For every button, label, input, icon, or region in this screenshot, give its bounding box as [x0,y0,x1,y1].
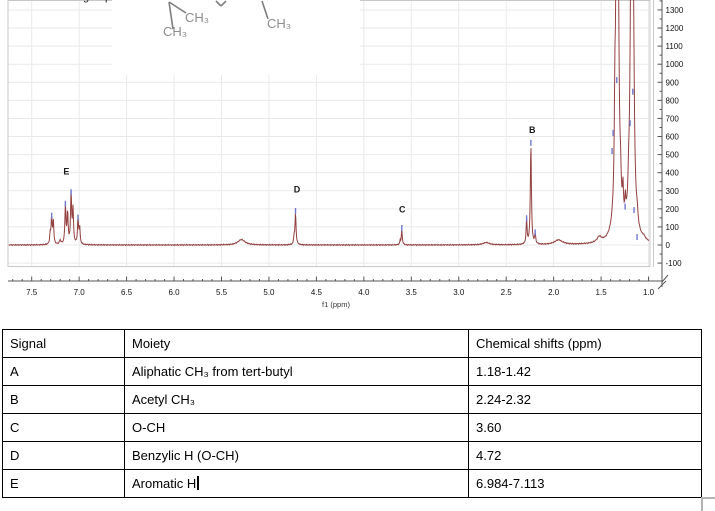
table-header-row: Signal Moiety Chemical shifts (ppm) [2,329,702,358]
molecule-bond [261,0,269,20]
methyl-group-label: CH₃ [267,16,292,31]
header-shifts: Chemical shifts (ppm) [468,329,702,358]
header-signal: Signal [2,329,125,358]
x-tick-label: 2.5 [501,288,513,297]
y-tick-label: 1200 [666,24,684,33]
cell-moiety-e-text: Aromatic H [132,476,197,491]
cell-shift-e[interactable]: 6.984-7.113 [468,469,702,498]
y-tick-label: 100 [666,223,680,232]
methyl-group-label: CH₃ [163,24,188,39]
cell-signal-d[interactable]: D [2,441,125,470]
x-tick-label: 3.0 [453,288,465,297]
x-axis-title: f1 (ppm) [322,300,350,309]
peak-label-b: B [529,125,536,135]
x-tick-label: 7.0 [74,288,86,297]
text-fragment: g [83,0,89,3]
x-tick-label: 7.5 [26,288,38,297]
table-resize-handle[interactable] [701,497,715,511]
y-tick-label: 0 [666,241,671,250]
cell-shift-b[interactable]: 2.24-2.32 [468,385,702,414]
y-tick-label: 600 [666,133,680,142]
molecule-bond [220,0,227,7]
table-row: D Benzylic H (O-CH) 4.72 [2,441,702,470]
header-moiety: Moiety [124,329,469,358]
x-tick-label: 6.0 [168,288,180,297]
table-row: C O-CH 3.60 [2,413,702,442]
x-tick-label: 2.0 [548,288,560,297]
cell-moiety-a[interactable]: Aliphatic CH₃ from tert-butyl [124,357,469,386]
text-fragment: p [105,0,111,3]
x-tick-label: 4.5 [311,288,323,297]
cell-signal-c[interactable]: C [2,413,125,442]
molecule-bonds [168,0,269,30]
x-tick-label: 5.0 [263,288,275,297]
cell-moiety-d[interactable]: Benzylic H (O-CH) [124,441,469,470]
cell-signal-a[interactable]: A [2,357,125,386]
peak-label-c: C [399,204,406,214]
x-tick-label: 4.0 [358,288,370,297]
cell-shift-c[interactable]: 3.60 [468,413,702,442]
x-axis-break-mark [661,274,669,283]
y-tick-label: 1000 [666,60,684,69]
spectrum-trace [8,0,650,247]
x-tick-label: 5.5 [216,288,228,297]
cell-moiety-e[interactable]: Aromatic H [124,469,469,498]
x-tick-label: 1.0 [643,288,655,297]
x-tick-label: 3.5 [406,288,418,297]
methyl-group-label: CH₃ [185,10,210,25]
molecule-bond [168,1,187,14]
cell-shift-a[interactable]: 1.18-1.42 [468,357,702,386]
y-tick-label: 500 [666,151,680,160]
y-axis-break-mark [657,280,667,290]
table-row: A Aliphatic CH₃ from tert-butyl 1.18-1.4… [2,357,702,386]
table-row: B Acetyl CH₃ 2.24-2.32 [2,385,702,414]
molecule-bond [168,1,174,30]
text-fragment: - [131,0,135,3]
peak-label-d: D [294,185,301,195]
x-tick-label: 1.5 [596,288,608,297]
text-caret [197,476,199,490]
molecule-bond [215,0,222,7]
peak-label-e: E [63,166,69,176]
molecule-structure-inset: CH₃ CH₃ CH₃ [112,0,360,75]
cell-moiety-c[interactable]: O-CH [124,413,469,442]
y-tick-label: 200 [666,205,680,214]
y-tick-label: 300 [666,187,680,196]
cell-shift-d[interactable]: 4.72 [468,441,702,470]
nmr-spectrum-figure: B C D E 7.5 7.0 6.5 6.0 5.5 5.0 4.5 4.0 3.5 3.0 2.5 2.0… [0,0,715,309]
x-tick-label: 6.5 [121,288,133,297]
y-tick-label: -100 [666,259,683,268]
cell-signal-e[interactable]: E [2,469,125,498]
y-tick-label: 900 [666,78,680,87]
y-tick-label: 400 [666,169,680,178]
clipped-text-line: gp- [0,0,715,4]
y-tick-label: 800 [666,96,680,105]
cell-signal-b[interactable]: B [2,385,125,414]
y-tick-label: 1100 [666,42,684,51]
cell-moiety-b[interactable]: Acetyl CH₃ [124,385,469,414]
y-tick-label: 1300 [666,6,684,15]
table-row: E Aromatic H 6.984-7.113 [2,469,702,498]
signal-assignment-table: Signal Moiety Chemical shifts (ppm) A Al… [2,329,702,498]
y-tick-label: 700 [666,114,680,123]
